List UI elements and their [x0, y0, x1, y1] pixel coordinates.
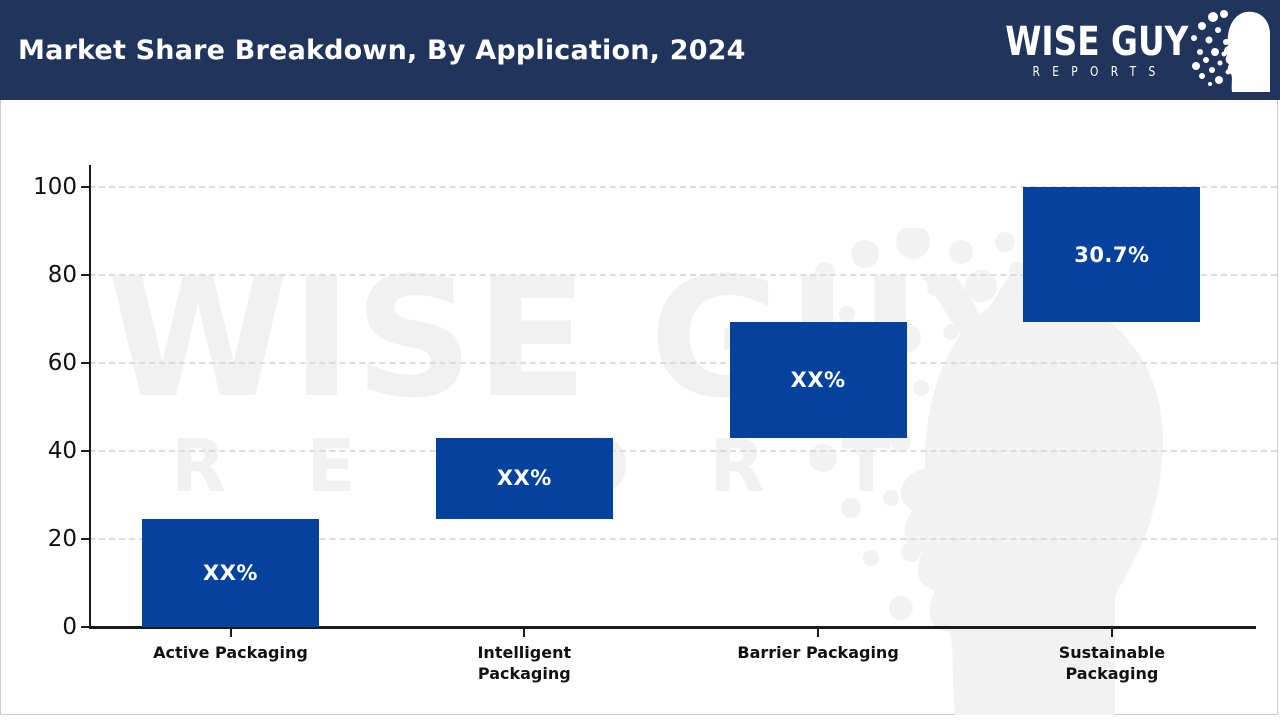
gridline-100 [89, 186, 1277, 188]
gridline-20 [89, 538, 1277, 540]
brand-face-icon [1191, 10, 1270, 93]
chart-canvas: WISE GUY REPORTS 0 20 40 60 80 100 XX% Active P… [0, 100, 1278, 715]
y-axis-spine [89, 165, 91, 627]
y-tick-label-0: 0 [62, 614, 77, 640]
x-axis-baseline [89, 626, 1256, 629]
brand-tagline: REPORTS [1032, 64, 1168, 80]
y-tick-label-40: 40 [47, 438, 77, 464]
bar-segment-2: XX% [435, 437, 613, 520]
bar-value-label-4: 30.7% [1074, 242, 1150, 267]
x-tick-3 [817, 629, 820, 637]
x-tick-1 [229, 629, 232, 637]
bar-segment-1: XX% [142, 519, 319, 627]
bar-segment-3: XX% [729, 322, 907, 438]
watermark-face-icon [809, 228, 1164, 715]
brand-logo-text: WISE GUY REPORTS [1005, 22, 1188, 79]
category-label-2: Intelligent Packaging [477, 643, 572, 683]
brand-name: WISE GUY [1004, 18, 1188, 65]
chart-title: Market Share Breakdown, By Application, … [18, 34, 746, 66]
y-tick-0 [81, 626, 89, 628]
y-tick-label-20: 20 [47, 526, 77, 552]
y-tick-label-60: 60 [47, 350, 77, 376]
y-tick-80 [81, 274, 89, 276]
gridline-80 [89, 274, 1277, 276]
y-tick-label-100: 100 [33, 174, 77, 200]
header: Market Share Breakdown, By Application, … [0, 0, 1280, 100]
bar-value-label-3: XX% [790, 367, 846, 392]
category-label-3: Barrier Packaging [737, 643, 899, 662]
category-label-4: Sustainable Packaging [1058, 643, 1166, 683]
x-tick-4 [1110, 629, 1113, 637]
y-tick-60 [81, 362, 89, 364]
y-tick-label-80: 80 [47, 262, 77, 288]
category-label-1: Active Packaging [153, 643, 308, 662]
bar-value-label-1: XX% [203, 561, 258, 586]
x-tick-2 [523, 629, 526, 637]
plot-area: 0 20 40 60 80 100 XX% Active Packaging XX% Intell… [1, 100, 1277, 714]
gridline-60 [89, 362, 1277, 364]
bar-segment-4: 30.7% [1023, 187, 1201, 323]
y-tick-40 [81, 450, 89, 452]
brand-logo: WISE GUY REPORTS [965, 6, 1274, 94]
y-tick-100 [81, 186, 89, 188]
gridline-40 [89, 450, 1277, 452]
y-tick-20 [81, 538, 89, 540]
bar-value-label-2: XX% [496, 466, 552, 491]
